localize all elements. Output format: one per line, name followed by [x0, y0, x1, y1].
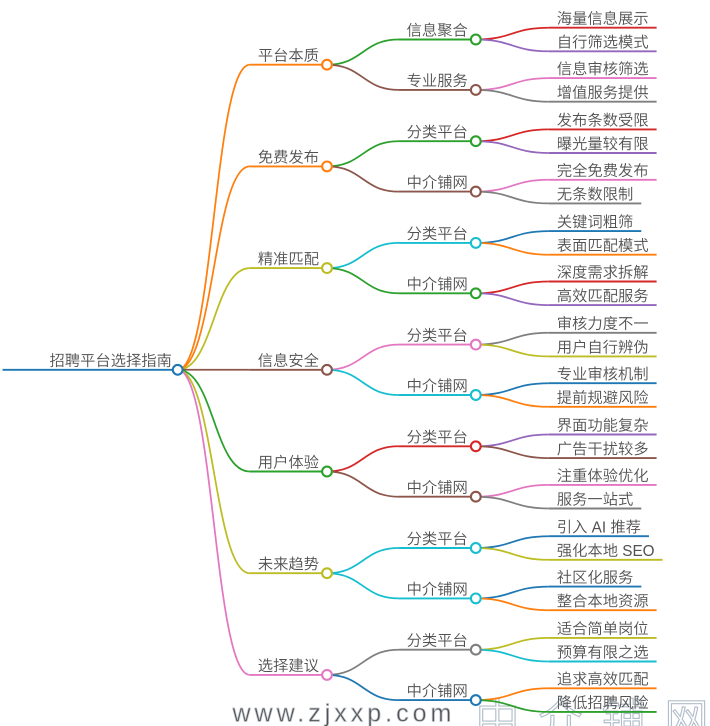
svg-text:SEO: SEO	[618, 543, 655, 560]
svg-text:AI: AI	[587, 519, 610, 536]
svg-text:www.zjxxp.com: www.zjxxp.com	[232, 700, 456, 726]
